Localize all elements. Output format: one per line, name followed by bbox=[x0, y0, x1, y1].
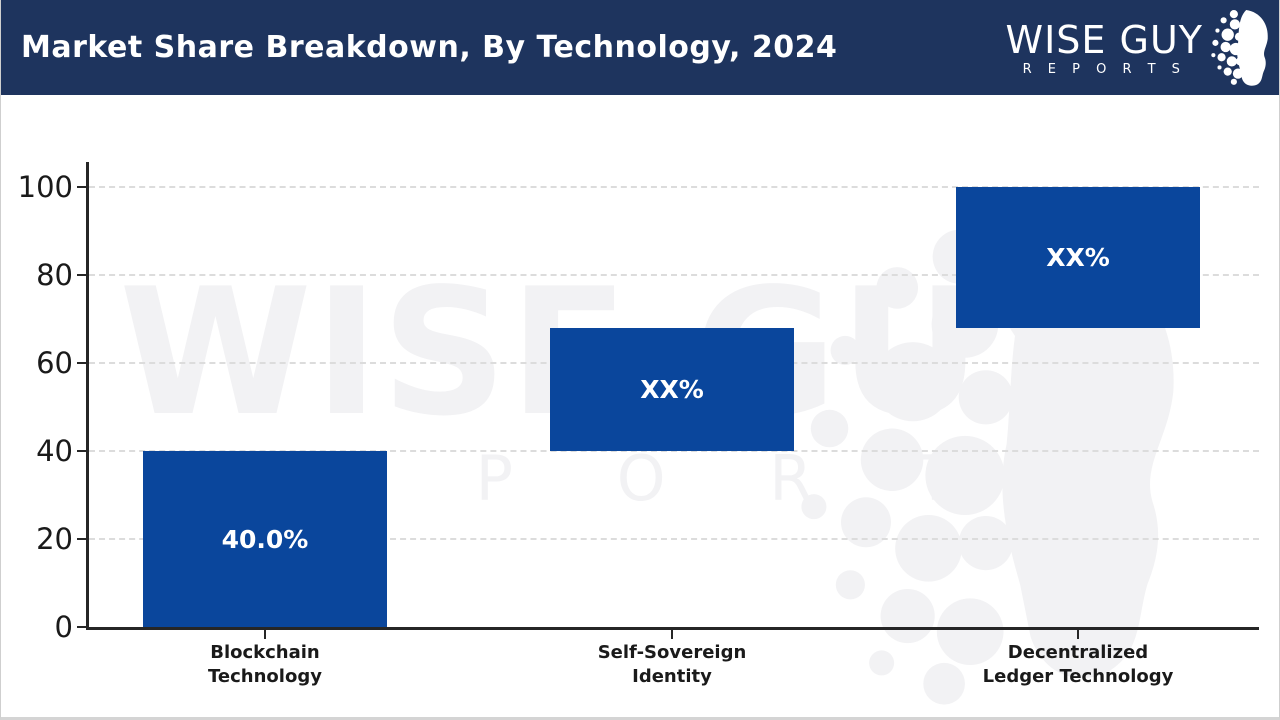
bar-value-label-decentralized-ledger-technology: XX% bbox=[1046, 242, 1110, 272]
category-line1: Blockchain bbox=[210, 642, 320, 663]
y-tick-label-100: 100 bbox=[17, 170, 73, 204]
y-tick-label-80: 80 bbox=[36, 258, 73, 292]
logo-text: WISE GUY R E P O R T S bbox=[1006, 20, 1203, 77]
y-tick-label-40: 40 bbox=[36, 434, 73, 468]
category-line2: Ledger Technology bbox=[982, 666, 1174, 687]
y-tick-60 bbox=[77, 362, 87, 364]
category-label-self-sovereign-identity: Self-Sovereign Identity bbox=[512, 641, 832, 689]
x-tick-blockchain-technology bbox=[264, 630, 266, 639]
category-line1: Decentralized bbox=[1007, 642, 1149, 663]
logo-subtext: R E P O R T S bbox=[1022, 61, 1186, 77]
category-line2: Identity bbox=[632, 666, 712, 687]
wiseguy-logo: WISE GUY R E P O R T S bbox=[1006, 6, 1271, 90]
gridline-80 bbox=[89, 274, 1259, 276]
y-axis-line bbox=[86, 162, 89, 630]
bar-value-label-blockchain-technology: 40.0% bbox=[221, 524, 309, 554]
bar-value-label-self-sovereign-identity: XX% bbox=[640, 374, 704, 404]
y-tick-label-20: 20 bbox=[36, 522, 73, 556]
y-tick-label-0: 0 bbox=[54, 610, 73, 644]
category-line2: Technology bbox=[208, 666, 322, 687]
y-tick-0 bbox=[77, 626, 87, 628]
bar-self-sovereign-identity: XX% bbox=[550, 327, 794, 451]
x-axis-line bbox=[86, 627, 1259, 630]
y-tick-20 bbox=[77, 538, 87, 540]
y-tick-label-60: 60 bbox=[36, 346, 73, 380]
wiseguy-head-icon bbox=[1211, 10, 1268, 86]
category-label-decentralized-ledger-technology: Decentralized Ledger Technology bbox=[918, 641, 1238, 689]
header-bar: Market Share Breakdown, By Technology, 2… bbox=[1, 0, 1279, 95]
x-tick-decentralized-ledger-technology bbox=[1077, 630, 1079, 639]
category-line1: Self-Sovereign bbox=[597, 642, 747, 663]
x-tick-self-sovereign-identity bbox=[671, 630, 673, 639]
page-title: Market Share Breakdown, By Technology, 2… bbox=[21, 30, 838, 65]
y-tick-80 bbox=[77, 274, 87, 276]
gridline-20 bbox=[89, 538, 1259, 540]
gridline-100 bbox=[89, 186, 1259, 188]
bar-decentralized-ledger-technology: XX% bbox=[956, 187, 1200, 328]
bar-blockchain-technology: 40.0% bbox=[143, 451, 387, 627]
logo-wordmark: WISE GUY bbox=[1005, 17, 1203, 62]
y-tick-40 bbox=[77, 450, 87, 452]
category-label-blockchain-technology: Blockchain Technology bbox=[105, 641, 425, 689]
y-tick-100 bbox=[77, 186, 87, 188]
gridline-40 bbox=[89, 450, 1259, 452]
